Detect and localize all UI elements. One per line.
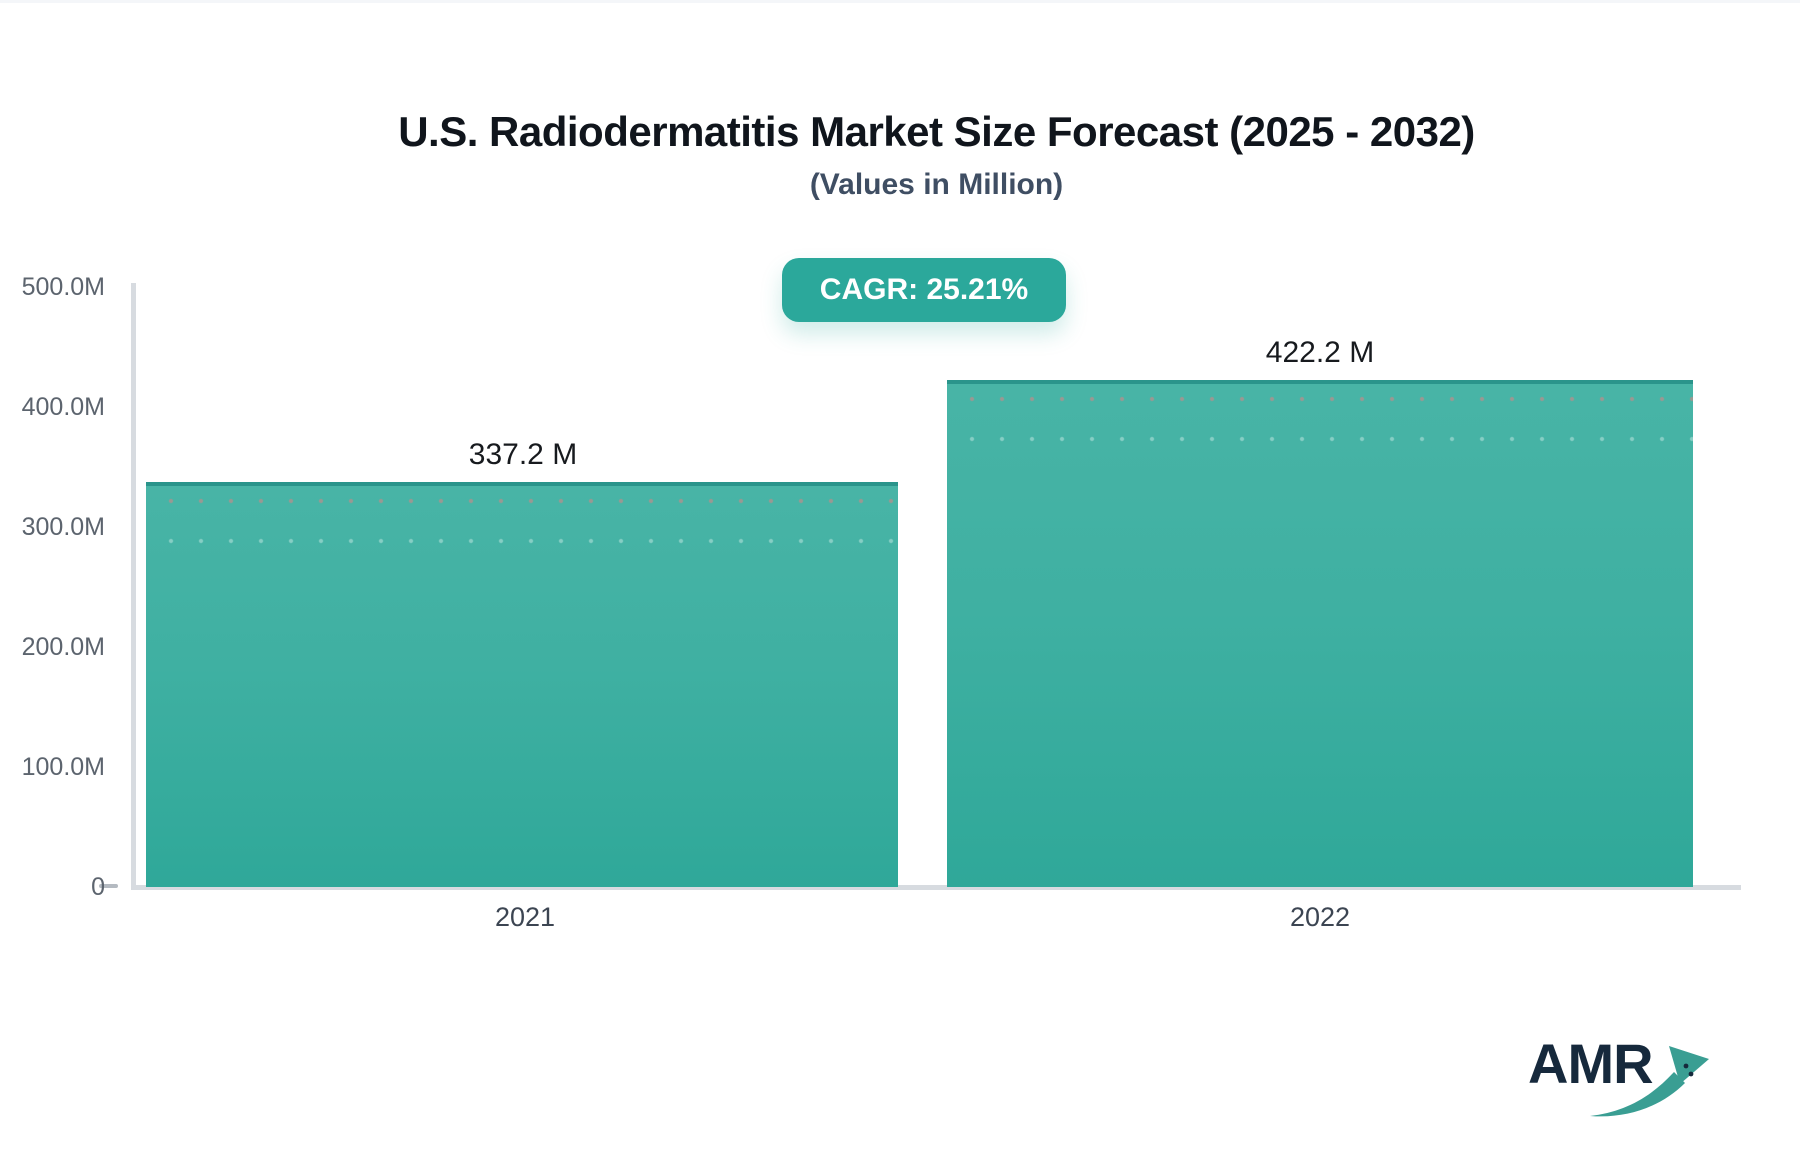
x-axis-label-2021: 2021 [494, 902, 556, 932]
y-axis-tick-label: 100.0M [21, 753, 105, 781]
y-axis-tick-label: 500.0M [21, 273, 105, 301]
bar-texture-dots [947, 396, 1693, 402]
y-axis-tick-label: 0 [91, 873, 105, 901]
y-axis-line [131, 283, 136, 890]
page-top-edge [0, 0, 1800, 3]
amr-logo: AMR [1528, 1034, 1728, 1124]
amr-logo-text: AMR [1528, 1032, 1654, 1095]
y-axis-tick-label: 400.0M [21, 393, 105, 421]
growth-arrow-icon [1590, 1046, 1709, 1117]
bar-value-label: 337.2 M [468, 438, 578, 472]
bar-texture-dots [146, 538, 898, 544]
chart-title: U.S. Radiodermatitis Market Size Forecas… [398, 108, 1475, 155]
bar-2021[interactable] [146, 482, 898, 887]
x-axis-line [131, 885, 1741, 890]
y-axis-tick-label: 300.0M [21, 513, 105, 541]
cagr-badge-label: CAGR: 25.21% [819, 273, 1029, 306]
chart-subtitle: (Values in Million) [809, 168, 1064, 201]
bar-2022[interactable] [947, 380, 1693, 887]
cagr-badge: CAGR: 25.21% [782, 258, 1066, 322]
bar-texture-dots [947, 436, 1693, 442]
bar-texture-dots [146, 498, 898, 504]
zero-tick-mark [99, 884, 118, 888]
y-axis-tick-label: 200.0M [21, 633, 105, 661]
bar-value-label: 422.2 M [1265, 336, 1375, 370]
x-axis-label-2022: 2022 [1289, 902, 1351, 932]
